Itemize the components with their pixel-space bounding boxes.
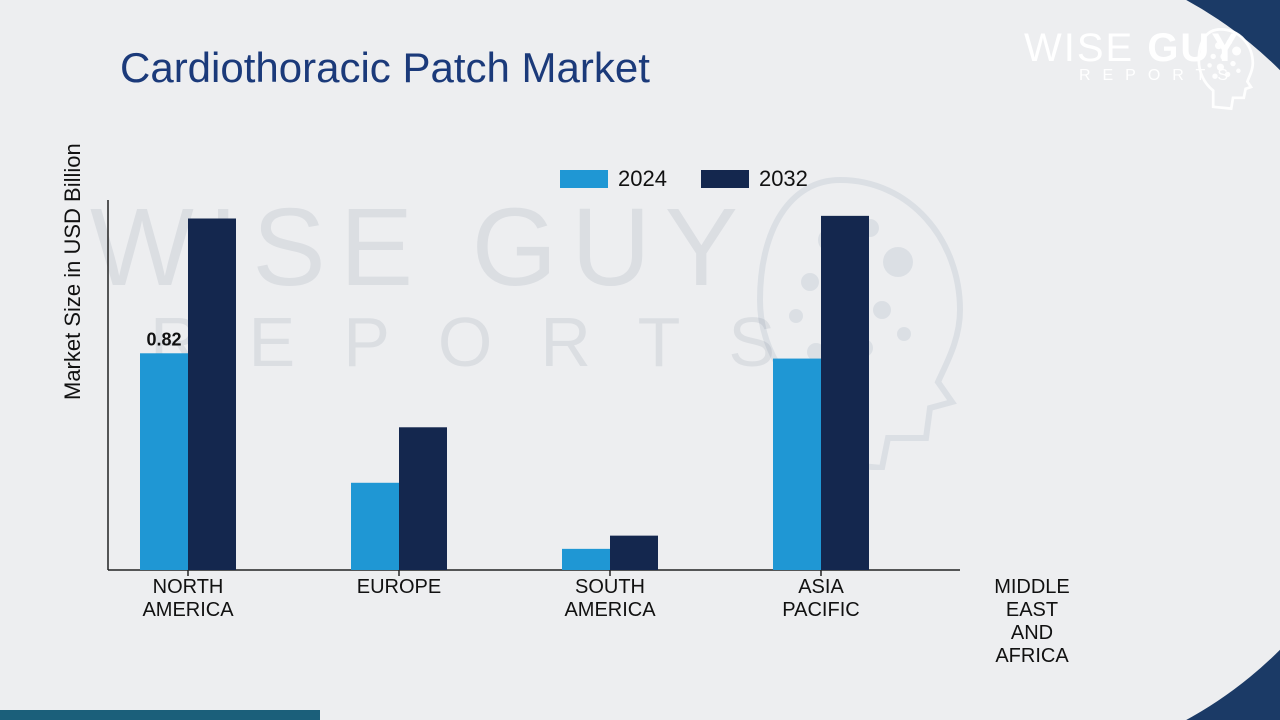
legend: 2024 2032	[560, 166, 808, 192]
y-axis-label: Market Size in USD Billion	[60, 143, 86, 400]
bar-chart: 0.82	[100, 200, 960, 600]
x-tick-label: MIDDLEEASTANDAFRICA	[952, 576, 1112, 668]
page-root: WISE GUY REPORTS WISE GUY REPORTS Cardio…	[0, 0, 1280, 720]
x-tick-label: EUROPE	[319, 576, 479, 599]
legend-label-2024: 2024	[618, 166, 667, 192]
legend-item-2024: 2024	[560, 166, 667, 192]
logo-text: WISE GUY REPORTS	[1024, 26, 1240, 85]
legend-label-2032: 2032	[759, 166, 808, 192]
x-tick-label: NORTHAMERICA	[108, 576, 268, 622]
chart-title: Cardiothoracic Patch Market	[120, 44, 650, 92]
legend-item-2032: 2032	[701, 166, 808, 192]
x-tick-label: SOUTHAMERICA	[530, 576, 690, 622]
svg-text:0.82: 0.82	[146, 329, 181, 349]
logo-line1a: WISE	[1024, 26, 1134, 70]
logo-line1b: GUY	[1147, 26, 1240, 70]
legend-swatch-2024	[560, 170, 608, 188]
legend-swatch-2032	[701, 170, 749, 188]
footer-stripe	[0, 710, 320, 720]
x-tick-label: ASIAPACIFIC	[741, 576, 901, 622]
x-tick-labels: NORTHAMERICA EUROPE SOUTHAMERICA ASIAPACIFI…	[100, 576, 960, 696]
